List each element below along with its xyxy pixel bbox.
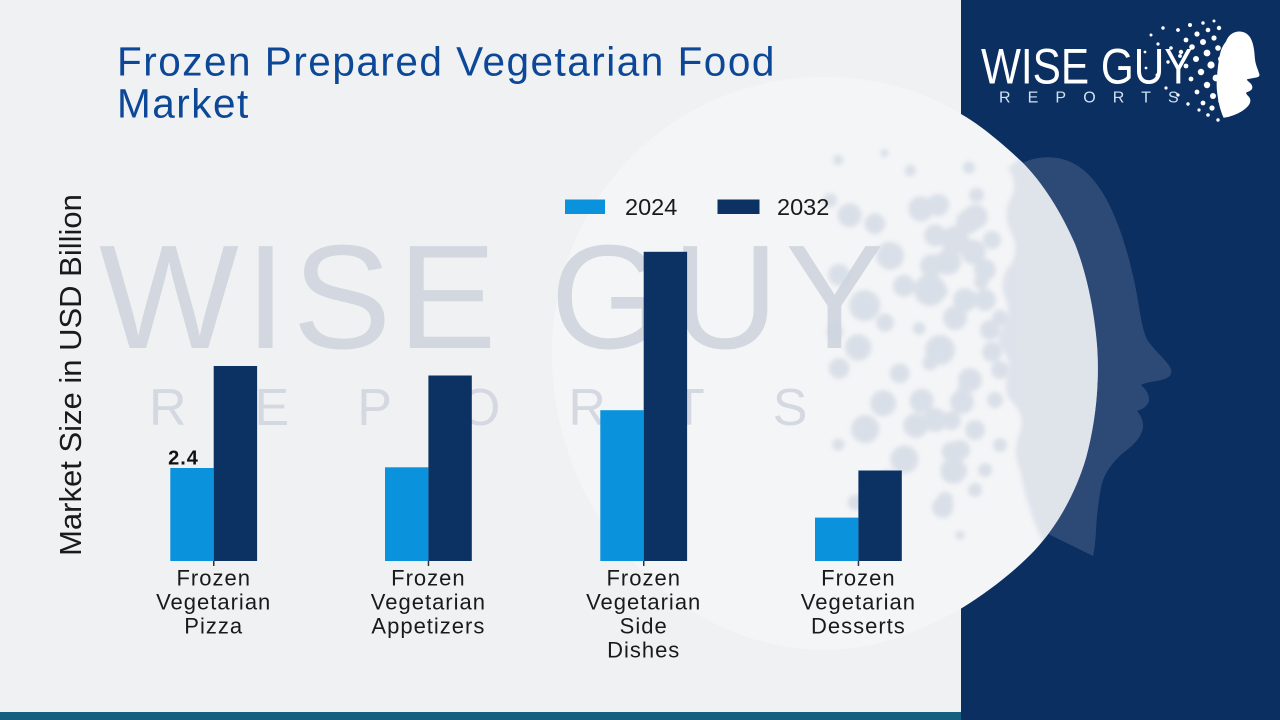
svg-text:Side: Side bbox=[620, 614, 668, 639]
svg-text:Dishes: Dishes bbox=[607, 638, 680, 663]
svg-text:Market Size in USD Billion: Market Size in USD Billion bbox=[53, 194, 88, 556]
svg-text:Vegetarian: Vegetarian bbox=[156, 590, 271, 615]
svg-text:Vegetarian: Vegetarian bbox=[586, 590, 701, 615]
svg-text:2032: 2032 bbox=[777, 194, 829, 220]
svg-text:WISE GUY: WISE GUY bbox=[981, 38, 1192, 94]
svg-text:Frozen: Frozen bbox=[176, 566, 250, 591]
svg-text:Frozen: Frozen bbox=[821, 566, 895, 591]
svg-text:Vegetarian: Vegetarian bbox=[801, 590, 916, 615]
svg-text:Appetizers: Appetizers bbox=[371, 614, 485, 639]
svg-text:Frozen: Frozen bbox=[391, 566, 465, 591]
svg-text:Vegetarian: Vegetarian bbox=[371, 590, 486, 615]
svg-text:2024: 2024 bbox=[625, 194, 677, 220]
svg-text:Desserts: Desserts bbox=[811, 614, 906, 639]
svg-text:Pizza: Pizza bbox=[184, 614, 243, 639]
svg-text:REPORTS: REPORTS bbox=[999, 90, 1196, 107]
svg-text:Market: Market bbox=[117, 81, 250, 127]
svg-text:Frozen: Frozen bbox=[606, 566, 680, 591]
svg-text:Frozen Prepared Vegetarian Foo: Frozen Prepared Vegetarian Food bbox=[117, 39, 776, 85]
svg-text:REPORTS: REPORTS bbox=[149, 379, 875, 437]
svg-text:WISE GUY: WISE GUY bbox=[99, 215, 890, 380]
svg-text:2.4: 2.4 bbox=[168, 448, 199, 470]
